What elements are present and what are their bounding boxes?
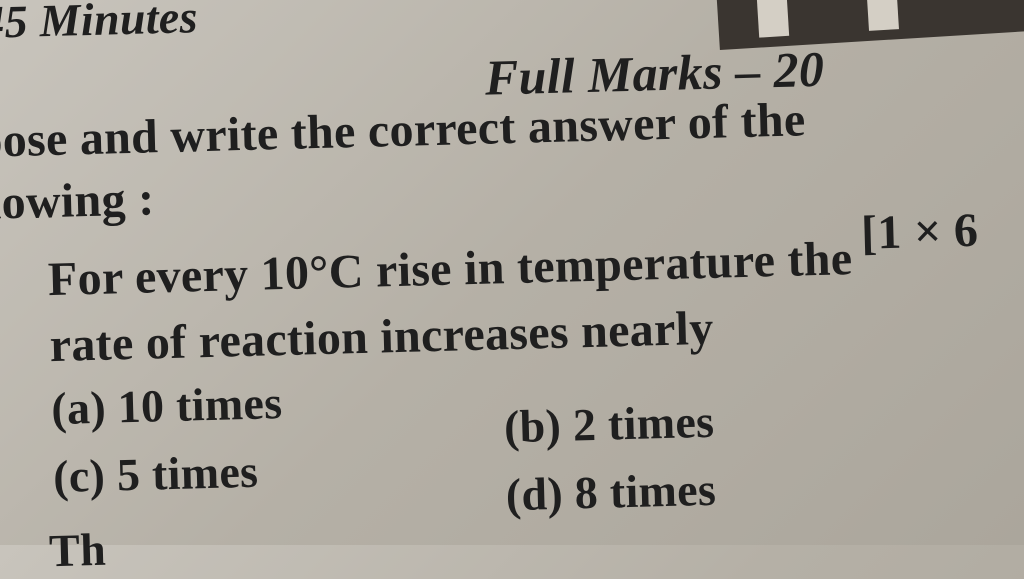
marks-bracket: [1 × 6 bbox=[860, 203, 979, 261]
question-line-2: rate of reaction increases nearly bbox=[49, 301, 714, 373]
option-a: (a) 10 times bbox=[51, 376, 283, 435]
page-content: 45 Minutes Full Marks – 20 oose and writ… bbox=[0, 0, 1024, 558]
question-line-1: For every 10°C rise in temperature the bbox=[47, 231, 853, 307]
time-limit: 45 Minutes bbox=[0, 0, 198, 49]
option-d: (d) 8 times bbox=[505, 463, 717, 521]
trailing-fragment: Th bbox=[48, 523, 106, 577]
option-c: (c) 5 times bbox=[52, 445, 258, 503]
option-b: (b) 2 times bbox=[503, 395, 715, 453]
instruction-line-2: lowing : bbox=[0, 171, 155, 230]
instruction-line-1: oose and write the correct answer of the bbox=[0, 92, 806, 169]
